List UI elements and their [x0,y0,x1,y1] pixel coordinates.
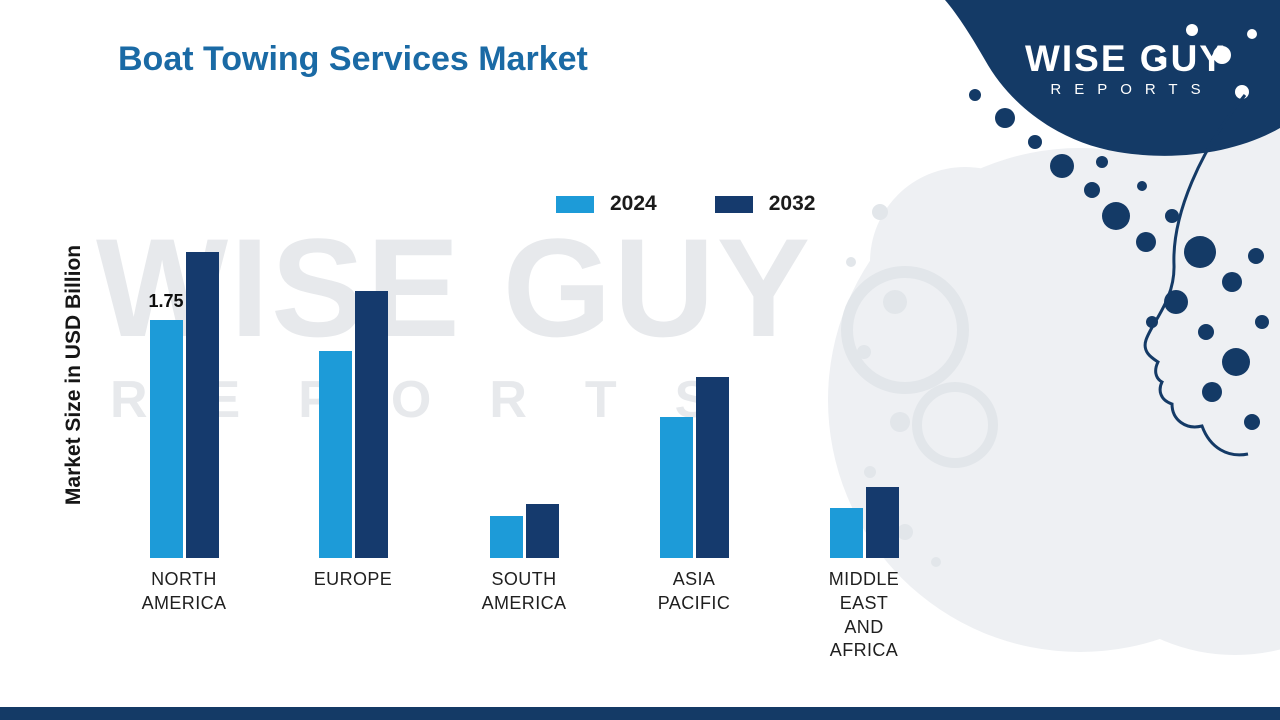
gray-dots-cluster [846,204,941,567]
legend-label-2032: 2032 [768,192,816,215]
bar-group [318,291,388,558]
wise-guy-reports-logo: WISE GUY REPORTS [1025,40,1226,98]
bar-2032 [865,487,899,558]
category-label: SOUTH AMERICA [481,569,567,613]
bar-group [489,504,559,558]
bar-2024 [149,320,183,558]
bar-2032 [185,252,219,558]
bar-2024 [318,351,352,558]
category-label: MIDDLE EAST AND AFRICA [828,569,900,661]
navy-dots-cluster [969,89,1269,430]
y-axis-label: Market Size in USD Billion [62,244,85,506]
category-label: ASIA PACIFIC [657,569,731,613]
bar-group [829,487,899,558]
category-label: EUROPE [313,569,393,589]
page-title: Boat Towing Services Market [118,40,588,78]
legend-swatch-2032 [714,195,753,213]
logo-wordmark: WISE GUY [1024,38,1226,79]
bar-2024 [659,417,693,558]
value-label: 1.75 [148,291,184,311]
bar-2032 [354,291,388,558]
face-profile-line [1143,94,1249,457]
bar-2032 [695,377,729,558]
watermark-circles [841,266,998,468]
legend-item-2032: 2032 [714,192,816,216]
logo-subtitle: REPORTS [1050,81,1214,98]
bar-group [149,252,219,558]
footer-bar [0,707,1280,720]
bar-2032 [525,504,559,558]
bar-group [659,377,729,558]
navy-corner-shape [945,0,1280,156]
legend-item-2024: 2024 [556,192,657,216]
bar-2024 [829,508,863,558]
bar-2024 [489,516,523,558]
legend-label-2024: 2024 [610,192,657,215]
legend-swatch-2024 [556,195,594,213]
chart-legend: 2024 2032 [556,192,815,216]
category-label: NORTH AMERICA [141,569,227,613]
